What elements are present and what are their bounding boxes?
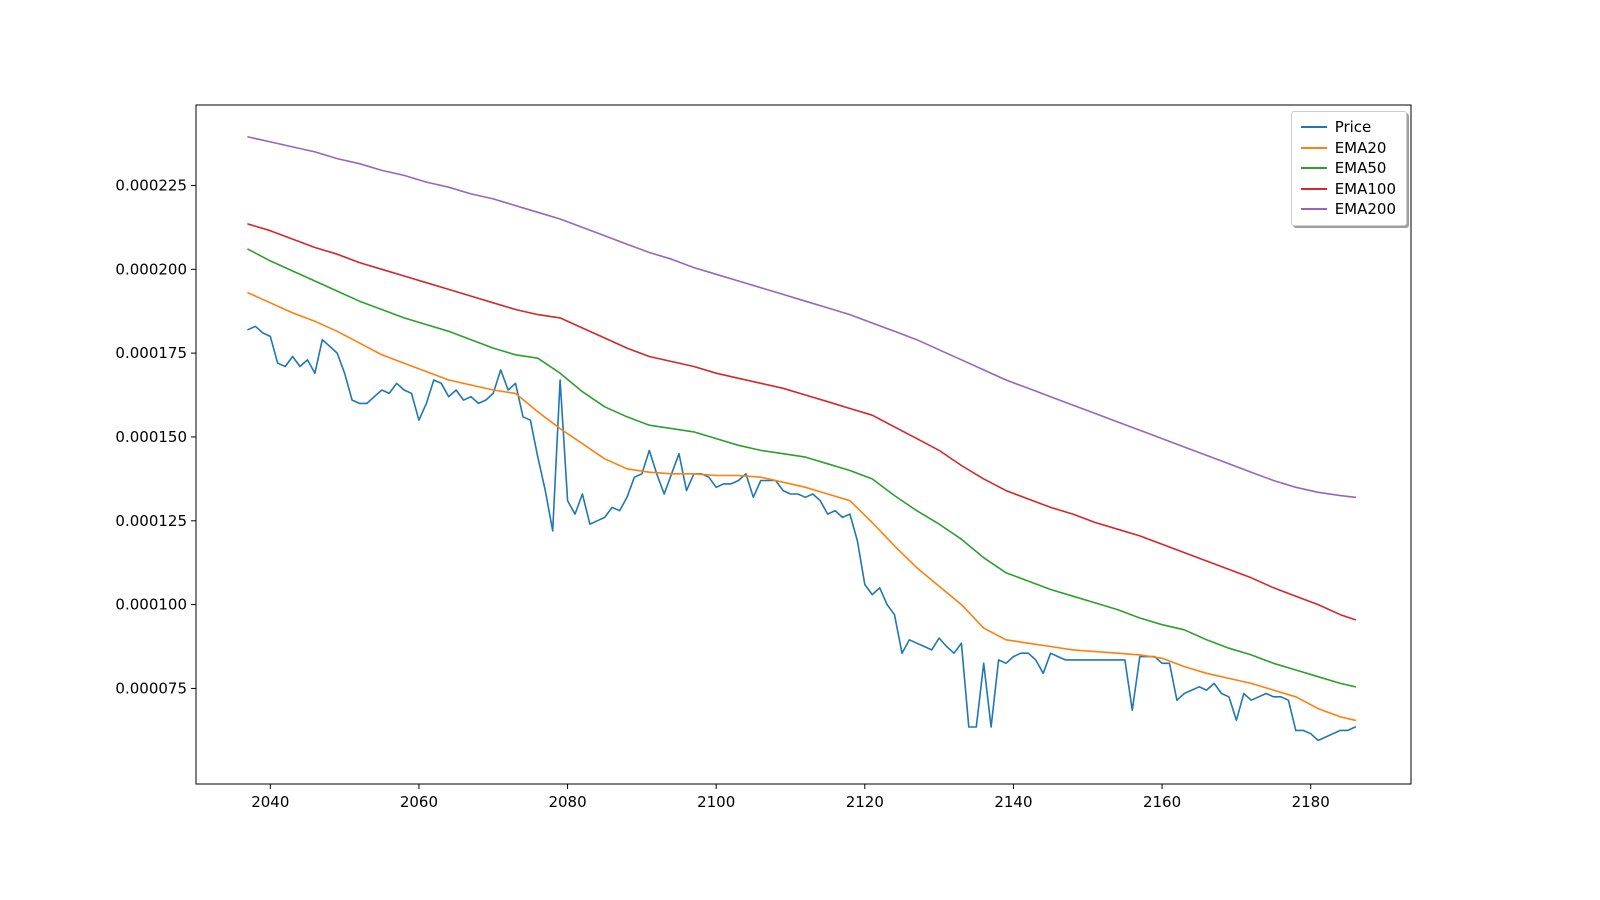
series-line-ema50 [247,248,1357,688]
x-tick-label: 2140 [994,793,1032,811]
y-tick-label: 0.000150 [115,428,187,446]
legend-line-swatch [1300,208,1327,211]
legend-item-price: Price [1300,117,1396,138]
legend-label: Price [1334,118,1372,136]
x-tick-label: 2080 [548,793,586,811]
y-tick-label: 0.000100 [115,596,187,614]
legend-item-ema20: EMA20 [1300,138,1396,159]
y-tick-label: 0.000075 [115,679,187,697]
legend-label: EMA20 [1334,138,1387,157]
legend-line-swatch [1300,187,1327,190]
legend-item-ema50: EMA50 [1300,158,1396,179]
x-tick-label: 2100 [697,793,735,811]
legend-line-swatch [1300,126,1327,129]
legend: Price EMA20 EMA50 EMA100 EMA200 [1290,111,1407,226]
legend-item-ema100: EMA100 [1300,179,1396,200]
series-line-price [247,325,1357,742]
legend-item-ema200: EMA200 [1300,199,1396,220]
x-tick-label: 2060 [400,793,438,811]
legend-label: EMA50 [1334,159,1387,177]
legend-label: EMA200 [1334,200,1396,218]
y-tick-label: 0.000225 [115,176,187,194]
x-tick-label: 2120 [846,793,884,811]
x-tick-label: 2040 [251,793,289,811]
y-tick-label: 0.000200 [115,260,187,278]
x-tick-label: 2160 [1143,793,1181,811]
legend-line-swatch [1300,146,1327,149]
series-line-ema200 [247,136,1357,499]
legend-line-swatch [1300,167,1327,170]
axes-frame [195,104,1412,785]
series-line-ema100 [247,223,1357,621]
x-tick-label: 2180 [1292,793,1330,811]
y-tick-label: 0.000125 [115,512,187,530]
legend-label: EMA100 [1334,179,1396,198]
series-line-ema20 [247,291,1357,722]
y-tick-label: 0.000175 [115,344,187,362]
